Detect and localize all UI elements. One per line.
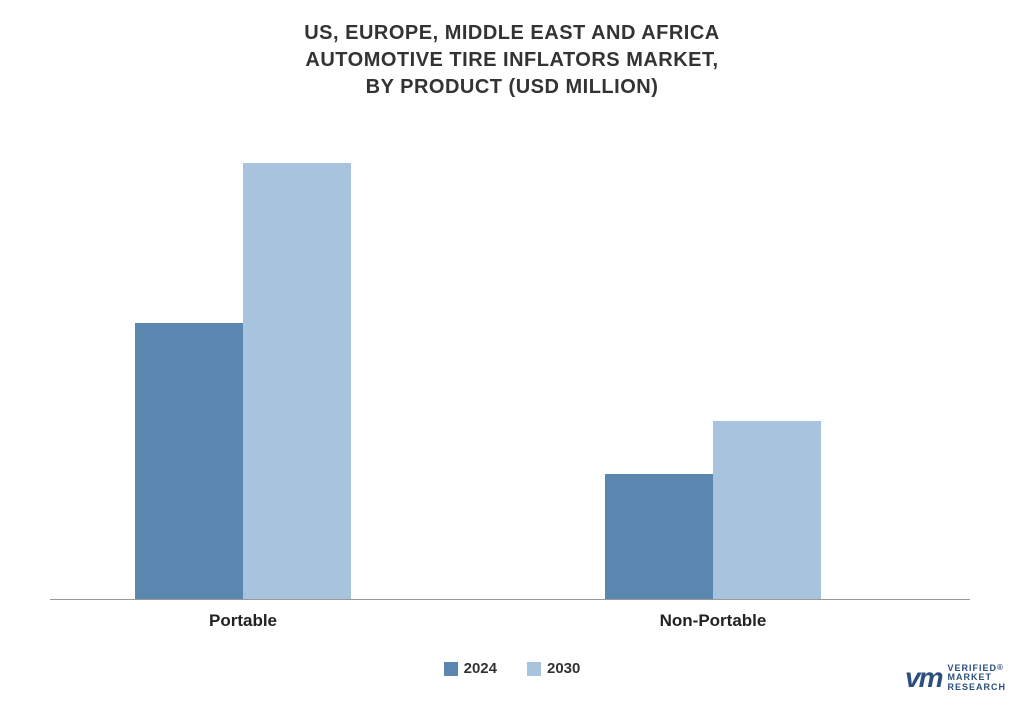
legend: 2024 2030 bbox=[0, 660, 1024, 677]
bar-portable-2030 bbox=[243, 163, 351, 599]
bar-nonportable-2030 bbox=[713, 421, 821, 599]
title-line-3: BY PRODUCT (USD MILLION) bbox=[0, 74, 1024, 101]
chart-title: US, EUROPE, MIDDLE EAST AND AFRICA AUTOM… bbox=[0, 0, 1024, 101]
title-line-1: US, EUROPE, MIDDLE EAST AND AFRICA bbox=[0, 20, 1024, 47]
legend-item-2030: 2030 bbox=[527, 660, 580, 677]
xlabel-portable: Portable bbox=[135, 599, 351, 631]
vm-text: VERIFIED® MARKET RESEARCH bbox=[947, 664, 1006, 692]
bar-group-nonportable: Non-Portable bbox=[605, 421, 821, 599]
chart-plot-area: Portable Non-Portable bbox=[50, 155, 970, 600]
legend-swatch-2030 bbox=[527, 662, 541, 676]
bar-portable-2024 bbox=[135, 323, 243, 599]
legend-item-2024: 2024 bbox=[444, 660, 497, 677]
legend-swatch-2024 bbox=[444, 662, 458, 676]
vm-line3: RESEARCH bbox=[947, 682, 1006, 692]
legend-label-2024: 2024 bbox=[464, 660, 497, 677]
bar-nonportable-2024 bbox=[605, 474, 713, 599]
vm-logo-icon: vm bbox=[905, 662, 941, 694]
watermark: vm VERIFIED® MARKET RESEARCH bbox=[905, 662, 1006, 694]
bar-group-portable: Portable bbox=[135, 163, 351, 599]
xlabel-nonportable: Non-Portable bbox=[605, 599, 821, 631]
title-line-2: AUTOMOTIVE TIRE INFLATORS MARKET, bbox=[0, 47, 1024, 74]
registered-icon: ® bbox=[997, 663, 1004, 672]
legend-label-2030: 2030 bbox=[547, 660, 580, 677]
